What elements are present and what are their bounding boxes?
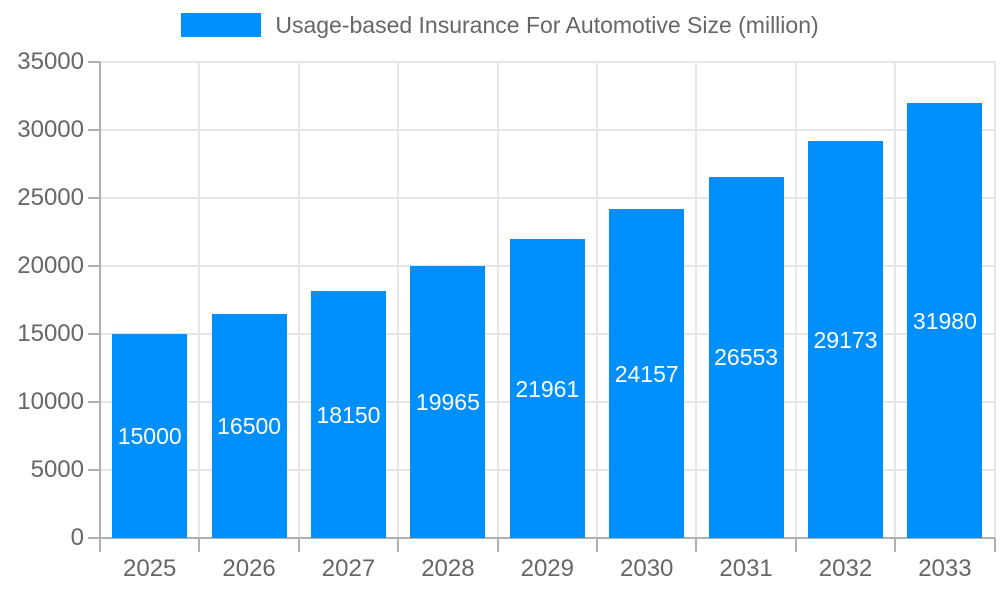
gridline-vertical [894,62,897,538]
y-axis-tick-label: 15000 [17,320,84,347]
y-axis-tick [88,197,100,199]
bar[interactable] [708,176,784,538]
bar-value-label: 18150 [316,401,381,428]
gridline-vertical [695,62,698,538]
y-axis-tick-label: 10000 [17,388,84,415]
x-axis-tick [794,538,797,552]
bar[interactable] [907,103,983,538]
x-axis-line [100,537,995,539]
y-axis-tick-label: 35000 [17,48,84,75]
bar[interactable] [211,313,287,538]
gridline-vertical [596,62,598,538]
y-axis-tick-label: 5000 [30,456,84,483]
x-axis-tick [596,538,598,552]
bar[interactable] [609,209,685,538]
bar-value-label: 16500 [217,412,282,439]
bar-value-label: 29173 [813,326,878,353]
x-axis-tick-label: 2028 [421,555,475,582]
bar-value-label: 24157 [614,360,679,387]
bar[interactable] [410,266,486,538]
gridline-horizontal [100,129,995,131]
bar[interactable] [311,291,386,538]
y-axis-tick [88,333,100,335]
gridline-horizontal [100,61,995,63]
x-axis-tick [993,538,996,552]
gridline-vertical [297,62,300,538]
bar-value-label: 26553 [714,344,779,371]
y-axis-tick [88,469,100,471]
gridline-vertical [496,62,499,538]
gridline-vertical [397,62,400,538]
y-axis-tick-label: 25000 [17,184,84,211]
y-axis-tick [88,265,100,267]
bar-value-label: 15000 [117,423,182,449]
x-axis-tick-label: 2033 [918,555,972,582]
bar-value-label: 31980 [912,307,977,334]
bar[interactable] [112,334,188,538]
y-axis-tick [88,401,100,403]
bar-value-label: 19965 [415,389,480,416]
x-axis-tick-label: 2030 [620,555,674,582]
x-axis-tick-label: 2027 [321,555,376,582]
gridline-vertical [198,62,201,538]
x-axis-tick-label: 2032 [818,555,873,582]
y-axis-tick [88,61,100,63]
x-axis-tick [496,538,499,552]
y-axis-tick-label: 20000 [17,252,84,279]
x-axis-tick-label: 2029 [520,555,574,582]
bar[interactable] [808,141,883,538]
x-axis-tick [297,538,300,552]
y-axis-line [99,62,101,552]
x-axis-tick [397,538,400,552]
gridline-vertical [794,62,797,538]
legend-swatch-icon [181,13,262,37]
legend-label: Usage-based Insurance For Automotive Siz… [275,12,819,38]
x-axis-tick [894,538,897,552]
y-axis-tick-label: 30000 [17,116,84,143]
x-axis-tick [198,538,201,552]
gridline-horizontal [100,197,995,199]
y-axis-tick-label: 0 [70,524,84,551]
y-axis-tick [88,129,100,131]
gridline-vertical [993,62,996,538]
x-axis-tick-label: 2031 [719,555,773,582]
y-axis-tick [88,537,100,539]
x-axis-tick-label: 2025 [123,555,177,582]
bar[interactable] [509,239,585,538]
bar-value-label: 21961 [515,375,580,402]
x-axis-tick-label: 2026 [222,555,276,582]
x-axis-tick [695,538,698,552]
legend[interactable]: Usage-based Insurance For Automotive Siz… [0,12,1000,38]
